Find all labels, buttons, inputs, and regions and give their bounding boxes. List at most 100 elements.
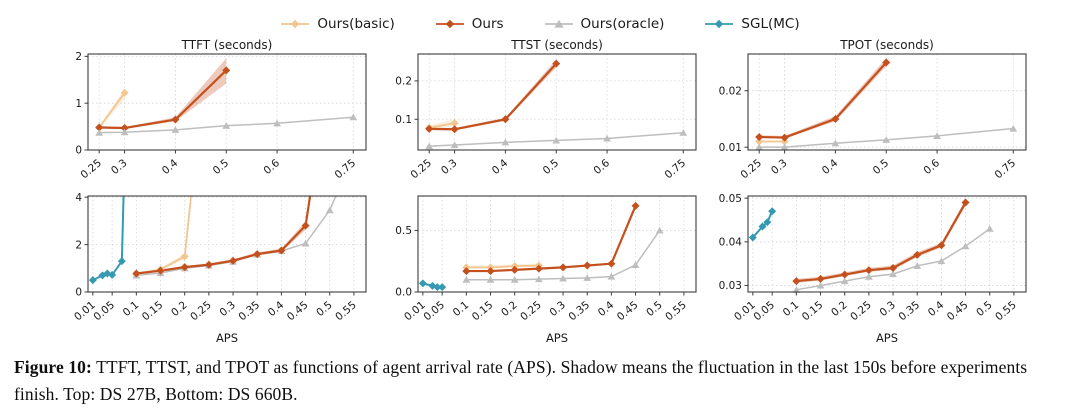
svg-text:0.1: 0.1 bbox=[781, 299, 802, 319]
svg-text:0.4: 0.4 bbox=[490, 157, 511, 177]
svg-text:0.15: 0.15 bbox=[800, 299, 826, 323]
triangle-marker-icon bbox=[544, 19, 573, 28]
svg-text:0.25: 0.25 bbox=[518, 299, 544, 323]
figure-caption-label: Figure 10: bbox=[14, 357, 92, 377]
svg-text:0.75: 0.75 bbox=[993, 157, 1019, 181]
svg-text:0.4: 0.4 bbox=[266, 299, 287, 319]
svg-text:0.3: 0.3 bbox=[547, 299, 568, 319]
svg-text:0.4: 0.4 bbox=[926, 299, 947, 319]
svg-text:0.45: 0.45 bbox=[945, 299, 971, 323]
svg-text:0.01: 0.01 bbox=[719, 142, 742, 154]
chart-ttft-ds660b: 0.010.05 0.10.15 0.20.25 0.30.35 0.40.45 0.50… bbox=[72, 192, 367, 345]
svg-text:0.5: 0.5 bbox=[211, 157, 232, 177]
diamond-marker-icon bbox=[705, 19, 734, 29]
svg-text:APS: APS bbox=[546, 331, 568, 345]
svg-text:0.45: 0.45 bbox=[615, 299, 641, 323]
svg-text:0.3: 0.3 bbox=[439, 157, 460, 177]
legend-item-ours-basic-: Ours(basic) bbox=[280, 16, 395, 32]
svg-text:0: 0 bbox=[75, 287, 82, 299]
svg-text:0.15: 0.15 bbox=[140, 299, 166, 323]
subplot-ttft-ds660b: 0.01 0.05 0.1 0.15 0.2 0.25 0.3 0.35 0.4 0.45 0.5 0… bbox=[48, 192, 378, 352]
svg-text:0.5: 0.5 bbox=[644, 299, 665, 319]
svg-text:0.2: 0.2 bbox=[169, 299, 190, 319]
svg-text:0.1: 0.1 bbox=[121, 299, 142, 319]
chart-legend: Ours(basic) Ours Ours(oracle) SGL(MC) bbox=[0, 0, 1080, 36]
svg-text:0.5: 0.5 bbox=[541, 157, 562, 177]
chart-ttst-ds660b: 0.010.05 0.10.15 0.20.25 0.30.35 0.40.45 0.50… bbox=[395, 195, 697, 345]
diamond-marker-icon bbox=[281, 19, 310, 29]
svg-text:0.55: 0.55 bbox=[333, 299, 359, 323]
svg-text:0.05: 0.05 bbox=[751, 299, 777, 323]
svg-text:1: 1 bbox=[75, 98, 82, 110]
svg-text:0.04: 0.04 bbox=[719, 236, 743, 248]
svg-text:0.25: 0.25 bbox=[188, 299, 214, 323]
chart-tpot-ds27b: 0.25 0.3 0.4 0.5 0.6 0.75 0.01 0.02 TPOT (second… bbox=[719, 38, 1027, 181]
svg-text:0.75: 0.75 bbox=[663, 157, 689, 181]
svg-text:0.2: 0.2 bbox=[829, 299, 850, 319]
svg-text:0.03: 0.03 bbox=[719, 280, 742, 292]
svg-text:0.5: 0.5 bbox=[314, 299, 335, 319]
svg-text:0.35: 0.35 bbox=[897, 299, 923, 323]
svg-text:0.45: 0.45 bbox=[285, 299, 311, 323]
legend-item-ours: Ours bbox=[435, 16, 504, 32]
svg-text:0.1: 0.1 bbox=[451, 299, 472, 319]
legend-label: Ours(basic) bbox=[317, 16, 395, 32]
svg-text:APS: APS bbox=[216, 331, 238, 345]
svg-text:0.35: 0.35 bbox=[237, 299, 263, 323]
legend-item-sgl-mc-: SGL(MC) bbox=[704, 16, 800, 32]
svg-text:0.2: 0.2 bbox=[395, 76, 412, 88]
svg-text:0.25: 0.25 bbox=[408, 157, 434, 181]
svg-text:0.6: 0.6 bbox=[591, 157, 612, 177]
svg-text:0: 0 bbox=[75, 145, 82, 157]
svg-text:0.1: 0.1 bbox=[395, 114, 412, 126]
svg-text:0.2: 0.2 bbox=[499, 299, 520, 319]
svg-text:0.3: 0.3 bbox=[877, 299, 898, 319]
svg-text:0.4: 0.4 bbox=[160, 157, 181, 177]
charts-grid: 0.25 0.3 0.4 0.5 0.6 0.75 0 1 2 TTFT (seconds) 0.… bbox=[0, 38, 1080, 352]
svg-text:2: 2 bbox=[75, 239, 82, 251]
svg-text:0.5: 0.5 bbox=[974, 299, 995, 319]
svg-text:0.55: 0.55 bbox=[663, 299, 689, 323]
svg-text:0.15: 0.15 bbox=[470, 299, 496, 323]
legend-item-ours-oracle-: Ours(oracle) bbox=[544, 16, 665, 32]
figure-caption: Figure 10: TTFT, TTST, and TPOT as funct… bbox=[14, 354, 1064, 407]
svg-text:2: 2 bbox=[75, 51, 82, 63]
subplot-ttst-ds27b: 0.25 0.3 0.4 0.5 0.6 0.75 0.1 0.2 TTST (seconds) bbox=[378, 38, 708, 192]
svg-text:TTFT (seconds): TTFT (seconds) bbox=[181, 38, 273, 52]
svg-text:0.3: 0.3 bbox=[109, 157, 130, 177]
subplot-tpot-ds27b: 0.25 0.3 0.4 0.5 0.6 0.75 0.01 0.02 TPOT (second… bbox=[708, 38, 1038, 192]
diamond-marker-icon bbox=[435, 19, 464, 29]
svg-text:TTST (seconds): TTST (seconds) bbox=[510, 38, 603, 52]
svg-text:0.3: 0.3 bbox=[217, 299, 238, 319]
svg-text:0.25: 0.25 bbox=[738, 157, 764, 181]
legend-label: Ours bbox=[471, 16, 504, 32]
svg-text:0.0: 0.0 bbox=[395, 287, 412, 299]
svg-text:0.4: 0.4 bbox=[820, 157, 841, 177]
subplot-ttft-ds27b: 0.25 0.3 0.4 0.5 0.6 0.75 0 1 2 TTFT (seconds) bbox=[48, 38, 378, 192]
subplot-tpot-ds660b: 0.01 0.05 0.1 0.15 0.2 0.25 0.3 0.35 0.4 0.45 0.5 0… bbox=[708, 192, 1038, 352]
svg-text:0.6: 0.6 bbox=[921, 157, 942, 177]
svg-text:0.25: 0.25 bbox=[848, 299, 874, 323]
chart-tpot-ds660b: 0.010.05 0.10.15 0.20.25 0.30.35 0.40.45 0.50… bbox=[719, 193, 1027, 345]
svg-text:0.75: 0.75 bbox=[333, 157, 359, 181]
chart-ttst-ds27b: 0.25 0.3 0.4 0.5 0.6 0.75 0.1 0.2 TTST (seconds) bbox=[395, 38, 697, 181]
svg-text:0.05: 0.05 bbox=[719, 193, 742, 205]
svg-text:0.35: 0.35 bbox=[567, 299, 593, 323]
svg-text:0.5: 0.5 bbox=[395, 225, 412, 237]
legend-label: Ours(oracle) bbox=[580, 16, 665, 32]
svg-text:0.02: 0.02 bbox=[719, 85, 742, 97]
svg-text:0.3: 0.3 bbox=[769, 157, 790, 177]
chart-ttft-ds27b: 0.25 0.3 0.4 0.5 0.6 0.75 0 1 2 TTFT (seconds) bbox=[75, 38, 367, 181]
svg-text:0.55: 0.55 bbox=[993, 299, 1019, 323]
legend-label: SGL(MC) bbox=[741, 16, 800, 32]
svg-text:TPOT (seconds): TPOT (seconds) bbox=[839, 38, 934, 52]
svg-text:0.25: 0.25 bbox=[78, 157, 104, 181]
svg-text:0.5: 0.5 bbox=[871, 157, 892, 177]
svg-text:0.6: 0.6 bbox=[261, 157, 282, 177]
subplot-ttst-ds660b: 0.01 0.05 0.1 0.15 0.2 0.25 0.3 0.35 0.4 0.45 0.5 0… bbox=[378, 192, 708, 352]
svg-text:0.4: 0.4 bbox=[596, 299, 617, 319]
svg-text:0.05: 0.05 bbox=[421, 299, 447, 323]
svg-text:4: 4 bbox=[75, 192, 82, 204]
svg-text:0.05: 0.05 bbox=[91, 299, 117, 323]
